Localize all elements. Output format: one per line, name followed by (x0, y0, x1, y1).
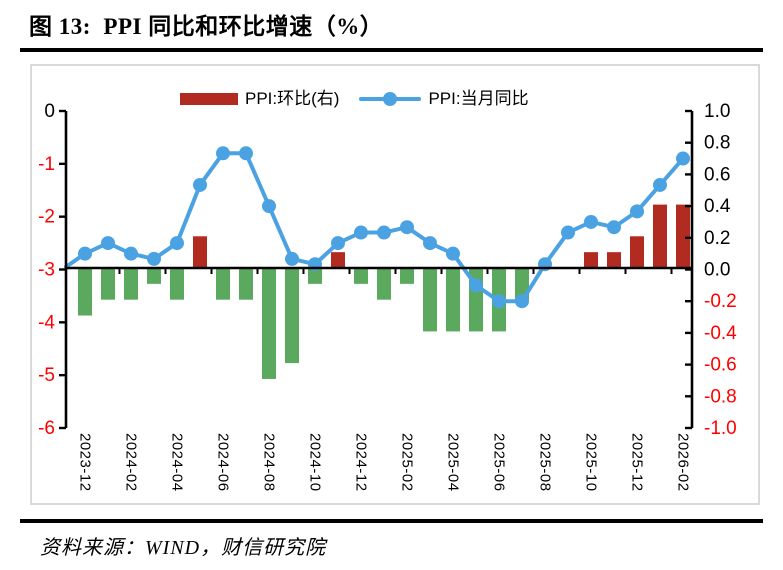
x-axis-label: 2025-12 (629, 433, 646, 492)
ppi-mom-bar (515, 268, 529, 300)
chart-frame: PPI:环比(右) PPI:当月同比 0 -1 -2 -3 -4 -5 -6 1.0 0.8 0.… (30, 64, 760, 505)
right-axis-tick-label: 0.8 (704, 133, 730, 154)
right-axis-tick-label: -1.0 (704, 418, 737, 439)
ppi-combo-chart: 0 -1 -2 -3 -4 -5 -6 1.0 0.8 0.6 0.4 0.2 0.0 -0.2 -0.4 -… (38, 101, 737, 492)
ppi-yoy-point (354, 225, 368, 240)
x-axis-label: 2025-08 (537, 433, 554, 492)
ppi-mom-bar (331, 252, 345, 268)
x-axis-label: 2024-08 (261, 433, 278, 492)
left-axis-tick-label: -6 (38, 418, 55, 439)
ppi-yoy-point (239, 146, 253, 161)
ppi-yoy-point (78, 246, 92, 261)
source-note: 资料来源：WIND，财信研究院 (40, 537, 327, 559)
x-axis-label: 2024-06 (215, 433, 232, 492)
ppi-yoy-point (147, 251, 161, 266)
left-axis-tick-label: -4 (38, 312, 55, 333)
figure-bottom-rule (20, 519, 763, 523)
right-axis-tick-label: 0.6 (704, 164, 730, 185)
ppi-yoy-point (607, 220, 621, 235)
right-axis-tick-label: 1.0 (704, 101, 730, 122)
ppi-mom-bar (308, 268, 322, 284)
ppi-mom-bar (239, 268, 253, 300)
x-axis-label: 2025-10 (583, 433, 600, 492)
ppi-yoy-line (64, 151, 685, 304)
x-axis-label: 2024-02 (123, 433, 140, 492)
ppi-mom-bar (400, 268, 414, 284)
x-axis-label: 2026-02 (675, 433, 692, 492)
title-divider-rule (20, 48, 763, 52)
right-axis-tick-label: -0.2 (704, 291, 737, 312)
ppi-yoy-point (124, 246, 138, 261)
ppi-yoy-point (469, 278, 483, 293)
ppi-yoy-point (216, 146, 230, 161)
x-axis-label: 2024-10 (307, 433, 324, 492)
ppi-mom-bar (584, 252, 598, 268)
left-axis-tick-label: -1 (38, 154, 55, 175)
left-axis-tick-label: -3 (38, 260, 55, 281)
ppi-yoy-point (584, 214, 598, 229)
ppi-mom-bar (78, 268, 92, 316)
line-series-swatch (359, 91, 422, 106)
ppi-mom-bar (354, 268, 368, 284)
ppi-mom-bar (147, 268, 161, 284)
ppi-mom-bar (101, 268, 115, 300)
x-axis-label: 2025-06 (491, 433, 508, 492)
left-axis-tick-label: 0 (44, 101, 55, 122)
ppi-mom-bar (170, 268, 184, 300)
ppi-yoy-point (653, 177, 667, 192)
ppi-yoy-point (377, 225, 391, 240)
legend-item-ppi-mom: PPI:环比(右) (180, 90, 339, 107)
ppi-mom-bar (630, 236, 644, 268)
ppi-mom-bar (676, 204, 690, 268)
legend-label: PPI:当月同比 (428, 89, 529, 108)
ppi-yoy-point (101, 236, 115, 251)
ppi-mom-bar (423, 268, 437, 332)
ppi-yoy-point (423, 236, 437, 251)
ppi-mom-bar (377, 268, 391, 300)
ppi-yoy-point (193, 177, 207, 192)
ppi-mom-bar (193, 236, 207, 268)
figure-title: 图 13: PPI 同比和环比增速（%） (29, 14, 384, 39)
left-axis-tick-label: -2 (38, 207, 55, 228)
ppi-yoy-point (676, 151, 690, 166)
ppi-yoy-point (515, 294, 529, 309)
left-axis-tick-label: -5 (38, 365, 55, 386)
ppi-mom-bar (607, 252, 621, 268)
line-swatch-marker-icon (383, 91, 398, 106)
ppi-mom-bar (262, 268, 276, 379)
x-axis-label: 2023-12 (77, 433, 94, 492)
ppi-mom-bar (653, 204, 667, 268)
ppi-yoy-point (630, 204, 644, 219)
x-axis-label: 2024-12 (353, 433, 370, 492)
x-axis-label: 2025-02 (399, 433, 416, 492)
ppi-yoy-point (331, 236, 345, 251)
x-axis-label: 2024-04 (169, 433, 186, 492)
ppi-yoy-point (446, 246, 460, 261)
ppi-yoy-point (561, 225, 575, 240)
right-axis-tick-label: 0.2 (704, 228, 730, 249)
right-axis-tick-label: -0.8 (704, 386, 737, 407)
x-axis-label: 2025-04 (445, 433, 462, 492)
ppi-mom-bar (285, 268, 299, 364)
ppi-mom-bar (216, 268, 230, 300)
legend-label: PPI:环比(右) (245, 89, 340, 108)
legend-item-ppi-yoy: PPI:当月同比 (359, 89, 529, 108)
right-axis-tick-label: 0.4 (704, 196, 731, 217)
ppi-yoy-point (400, 220, 414, 235)
bar-series-swatch (180, 92, 238, 105)
ppi-mom-bar (124, 268, 138, 300)
right-axis-tick-label: -0.4 (704, 323, 737, 344)
right-axis-tick-label: -0.6 (704, 355, 737, 376)
ppi-mom-bar (446, 268, 460, 332)
chart-legend: PPI:环比(右) PPI:当月同比 (180, 90, 529, 107)
ppi-yoy-point (285, 251, 299, 266)
ppi-yoy-point (170, 236, 184, 251)
right-axis-tick-label: 0.0 (704, 260, 730, 281)
ppi-yoy-point (492, 294, 506, 309)
ppi-yoy-point (262, 199, 276, 214)
